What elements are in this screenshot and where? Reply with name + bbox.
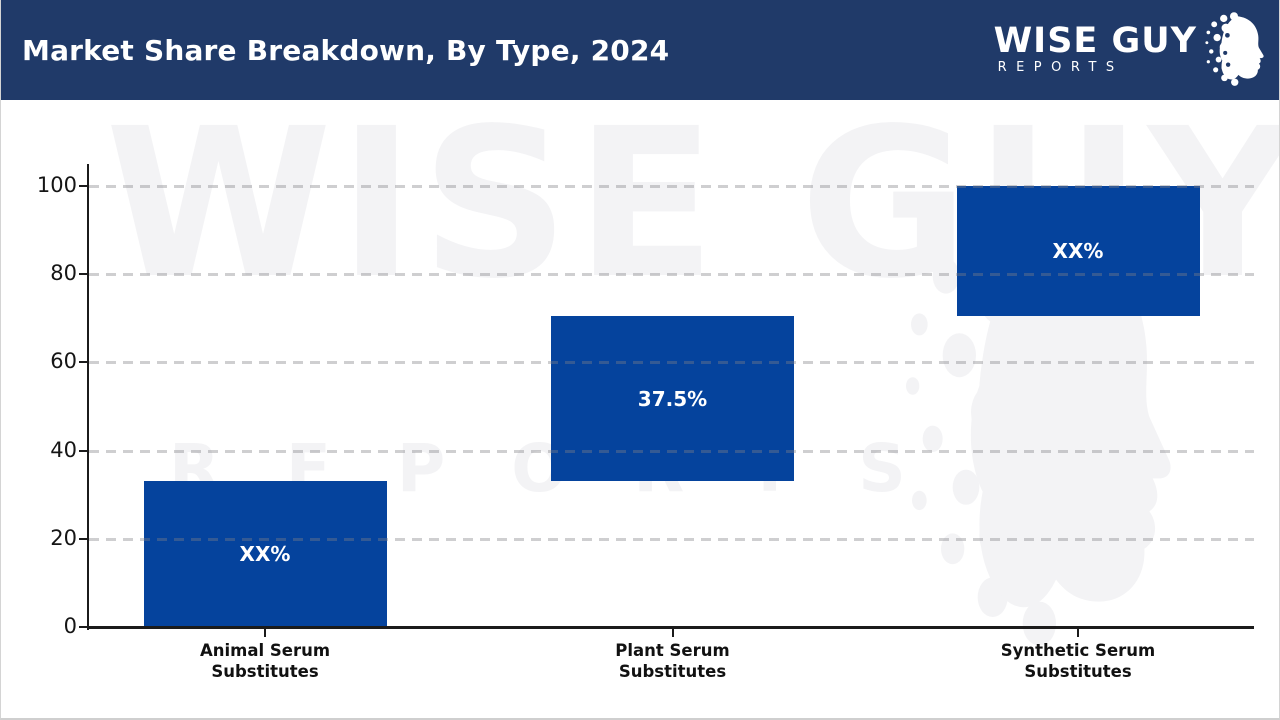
y-axis-line xyxy=(87,164,89,630)
x-category-label: Animal Serum Substitutes xyxy=(145,640,385,682)
x-category-label-line: Substitutes xyxy=(618,662,727,681)
y-tick-label: 0 xyxy=(63,614,77,638)
y-tick-mark xyxy=(79,361,87,364)
chart-title: Market Share Breakdown, By Type, 2024 xyxy=(22,33,670,67)
logo-wordmark: WISE GUY REPORTS xyxy=(994,23,1197,77)
grid-line xyxy=(89,273,1254,277)
x-category-label: Plant Serum Substitutes xyxy=(553,640,793,682)
x-tick-mark xyxy=(1077,629,1079,637)
logo-wordmark-bottom: REPORTS xyxy=(997,60,1124,75)
logo-face-icon xyxy=(1205,12,1264,86)
bar xyxy=(551,316,794,482)
x-category-label: Synthetic Serum Substitutes xyxy=(958,640,1198,682)
y-tick-label: 40 xyxy=(50,437,77,462)
x-axis-line xyxy=(87,626,1254,629)
x-category-label-line: Animal Serum xyxy=(199,641,331,660)
watermark-face-icon xyxy=(906,210,1171,646)
x-tick-mark xyxy=(264,629,266,637)
y-tick-label: 100 xyxy=(36,173,77,197)
bar xyxy=(143,481,387,627)
grid-line xyxy=(89,537,1254,541)
y-tick-mark xyxy=(79,449,87,452)
grid-line xyxy=(89,361,1254,365)
grid-line xyxy=(89,449,1254,453)
header-bar: Market Share Breakdown, By Type, 2024 WI… xyxy=(1,0,1279,100)
x-category-label-line: Substitutes xyxy=(1024,662,1132,681)
y-tick-mark xyxy=(79,537,87,540)
bar-value-label: 37.5% xyxy=(637,386,708,411)
y-tick-label: 20 xyxy=(50,525,77,550)
logo-wordmark-top: WISE GUY xyxy=(993,21,1197,61)
x-category-label-line: Substitutes xyxy=(211,662,319,681)
y-tick-mark xyxy=(79,626,87,628)
bar-value-label: XX% xyxy=(1052,239,1104,264)
x-category-label-line: Synthetic Serum xyxy=(1000,641,1156,660)
brand-logo: WISE GUY REPORTS xyxy=(994,0,1279,100)
grid-line xyxy=(89,185,1254,188)
bar xyxy=(956,186,1200,317)
y-tick-label: 80 xyxy=(50,261,77,286)
y-tick-mark xyxy=(79,273,87,276)
x-category-label-line: Plant Serum xyxy=(615,641,730,660)
bar-value-label: XX% xyxy=(239,542,291,567)
y-tick-mark xyxy=(79,185,87,187)
x-tick-mark xyxy=(671,629,674,637)
y-tick-label: 60 xyxy=(50,349,77,374)
